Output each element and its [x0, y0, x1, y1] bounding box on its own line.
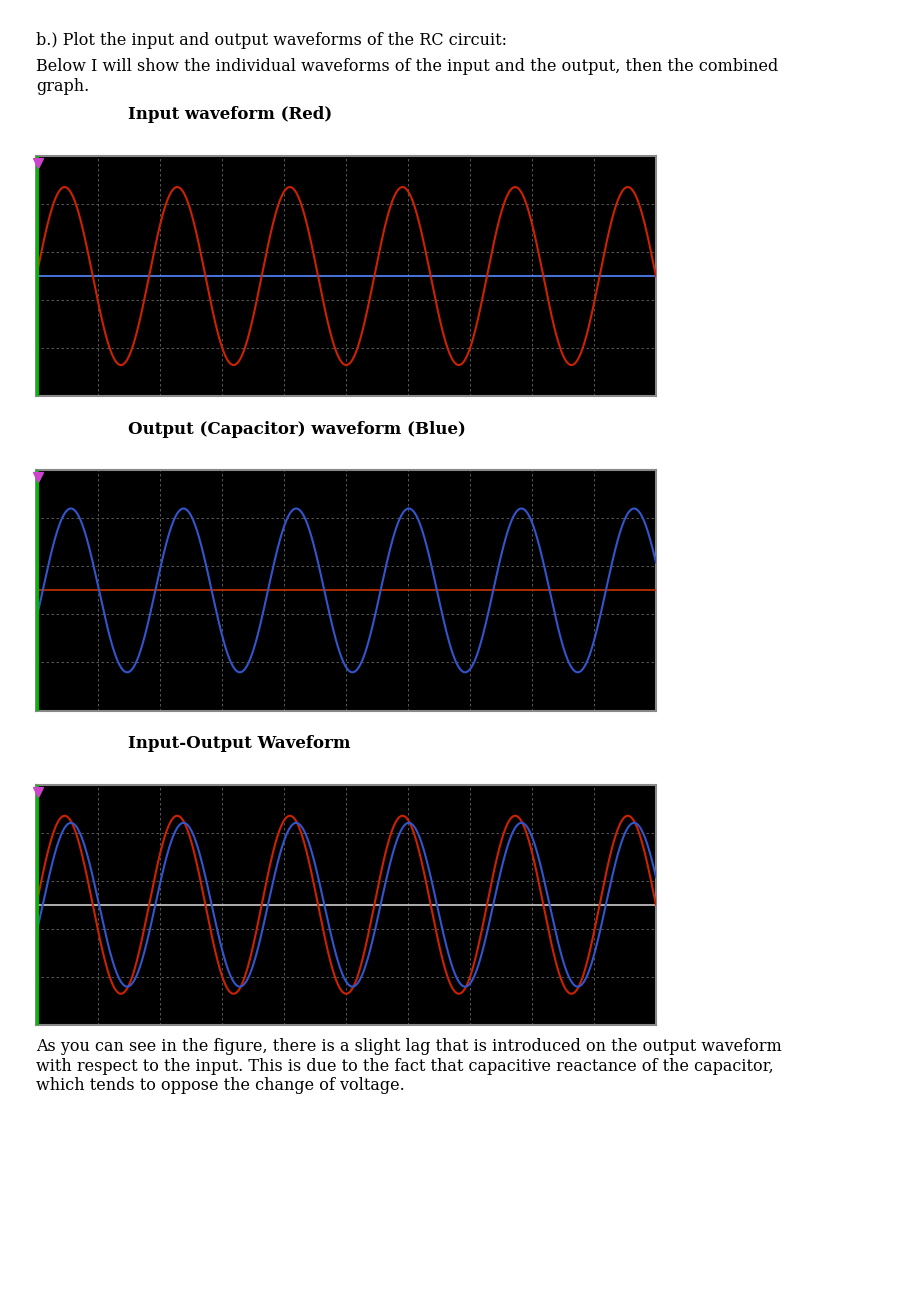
Text: Below I will show the individual waveforms of the input and the output, then the: Below I will show the individual wavefor… [36, 58, 779, 95]
Text: Input waveform (Red): Input waveform (Red) [128, 107, 332, 123]
Text: Input-Output Waveform: Input-Output Waveform [128, 735, 350, 752]
Text: As you can see in the figure, there is a slight lag that is introduced on the ou: As you can see in the figure, there is a… [36, 1038, 783, 1094]
Text: Output (Capacitor) waveform (Blue): Output (Capacitor) waveform (Blue) [128, 421, 466, 438]
Text: b.) Plot the input and output waveforms of the RC circuit:: b.) Plot the input and output waveforms … [36, 32, 507, 49]
